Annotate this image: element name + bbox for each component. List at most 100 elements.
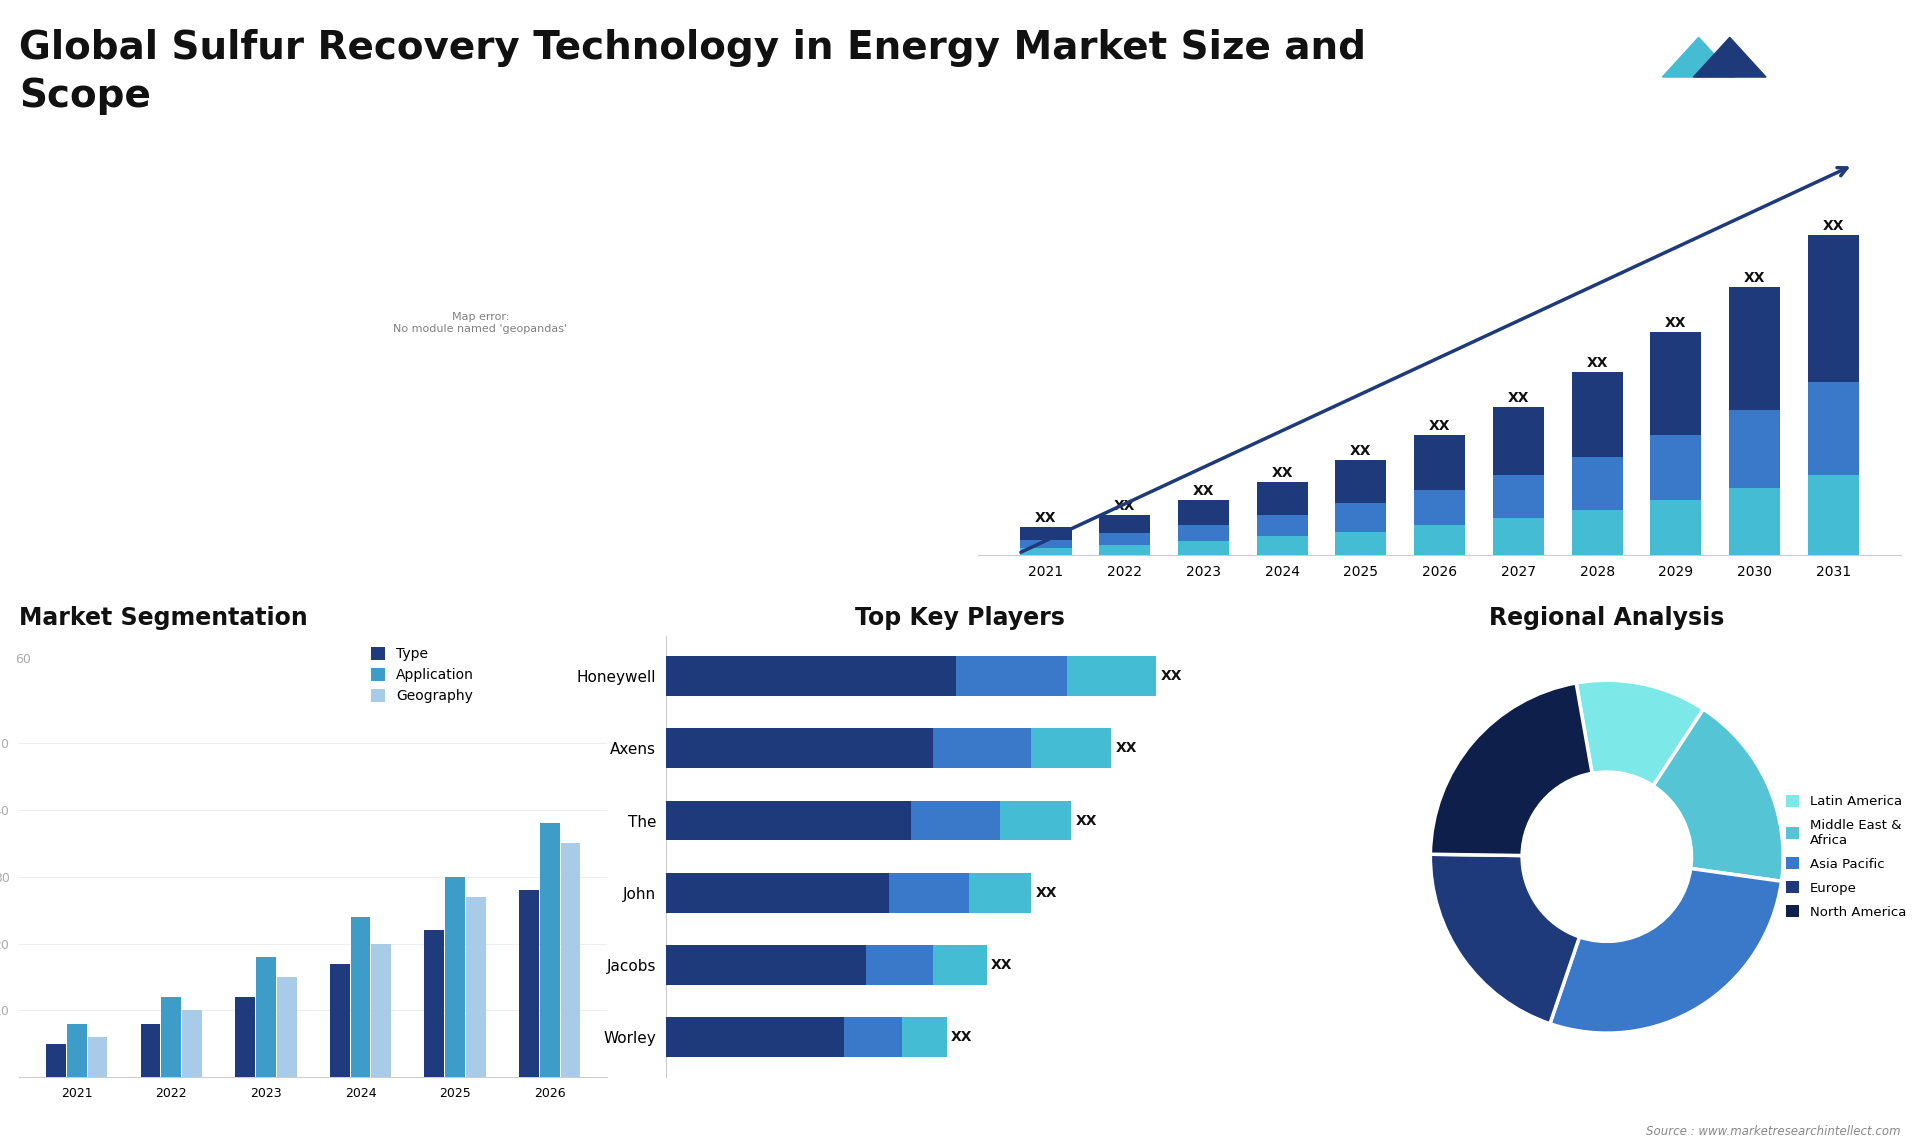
Wedge shape (1576, 681, 1703, 786)
Bar (1492, 474, 1544, 518)
Bar (1256, 481, 1308, 515)
Bar (1177, 525, 1229, 542)
Title: Top Key Players: Top Key Players (854, 606, 1066, 630)
Bar (666, 1018, 845, 1058)
Text: XX: XX (1350, 444, 1371, 458)
Bar (140, 1023, 161, 1077)
Bar (1177, 542, 1229, 555)
Text: XX: XX (950, 1030, 973, 1044)
Bar (1492, 407, 1544, 474)
Polygon shape (1663, 38, 1736, 77)
Bar (467, 897, 486, 1077)
Bar (1020, 548, 1071, 555)
Text: XX: XX (1507, 391, 1528, 405)
Text: XX: XX (1665, 316, 1686, 330)
Bar (1649, 500, 1701, 555)
Bar (866, 945, 933, 984)
Bar (1413, 435, 1465, 490)
Bar (666, 729, 933, 768)
Text: MARKET: MARKET (1784, 52, 1834, 62)
Bar (889, 873, 970, 912)
Text: XX: XX (1116, 741, 1137, 755)
Text: XX: XX (1822, 219, 1843, 234)
Bar (845, 1018, 902, 1058)
Bar (351, 917, 371, 1077)
Text: XX: XX (1075, 814, 1098, 827)
Bar (1068, 657, 1156, 696)
Text: Source : www.marketresearchintellect.com: Source : www.marketresearchintellect.com (1645, 1124, 1901, 1138)
Bar (1492, 518, 1544, 555)
Bar (1098, 544, 1150, 555)
Text: INTELLECT: INTELLECT (1784, 100, 1847, 110)
Text: XX: XX (1743, 270, 1764, 285)
Wedge shape (1430, 683, 1592, 856)
Bar (1809, 474, 1859, 555)
Bar (1020, 540, 1071, 548)
Bar (1334, 503, 1386, 532)
Bar (1000, 801, 1071, 840)
Text: RESEARCH: RESEARCH (1784, 76, 1847, 86)
Bar (371, 943, 392, 1077)
Text: XX: XX (1192, 484, 1213, 497)
Legend: Latin America, Middle East &
Africa, Asia Pacific, Europe, North America: Latin America, Middle East & Africa, Asi… (1782, 790, 1912, 924)
Bar (255, 957, 276, 1077)
Bar (666, 945, 866, 984)
Bar (161, 997, 180, 1077)
Text: XX: XX (1271, 465, 1292, 480)
Bar (518, 890, 540, 1077)
Bar (1334, 532, 1386, 555)
Bar (1730, 410, 1780, 488)
Bar (1649, 435, 1701, 500)
Text: Map error:
No module named 'geopandas': Map error: No module named 'geopandas' (394, 313, 568, 333)
Bar (902, 1018, 947, 1058)
Bar (330, 964, 349, 1077)
Bar (1098, 533, 1150, 544)
Bar (234, 997, 255, 1077)
Bar (1809, 235, 1859, 382)
Bar (1031, 729, 1112, 768)
Bar (1256, 515, 1308, 536)
Bar (424, 931, 444, 1077)
Bar (666, 657, 956, 696)
Title: Regional Analysis: Regional Analysis (1490, 606, 1724, 630)
Bar (1413, 525, 1465, 555)
Text: XX: XX (1428, 419, 1450, 433)
Bar (956, 657, 1068, 696)
Bar (182, 1011, 202, 1077)
Bar (1098, 515, 1150, 533)
Wedge shape (1653, 709, 1784, 881)
Bar (1809, 382, 1859, 474)
Bar (67, 1023, 86, 1077)
Bar (666, 801, 910, 840)
Text: XX: XX (1114, 499, 1135, 513)
Bar (1177, 500, 1229, 525)
Bar (910, 801, 1000, 840)
Bar (1334, 460, 1386, 503)
Bar (561, 843, 580, 1077)
Text: XX: XX (991, 958, 1012, 972)
Text: Global Sulfur Recovery Technology in Energy Market Size and
Scope: Global Sulfur Recovery Technology in Ene… (19, 29, 1367, 115)
Bar (1571, 371, 1622, 456)
Bar (1413, 490, 1465, 525)
Text: Market Segmentation: Market Segmentation (19, 606, 307, 630)
Wedge shape (1430, 854, 1580, 1023)
Bar (1020, 526, 1071, 540)
Text: XX: XX (1160, 669, 1183, 683)
Text: XX: XX (1035, 886, 1058, 900)
Bar (933, 729, 1031, 768)
Bar (1571, 510, 1622, 555)
Polygon shape (1693, 38, 1766, 77)
Bar (1730, 488, 1780, 555)
Bar (1649, 332, 1701, 435)
Text: 60: 60 (15, 653, 31, 666)
Bar (1730, 286, 1780, 410)
Text: XX: XX (1586, 355, 1607, 370)
Bar (276, 978, 296, 1077)
Wedge shape (1549, 869, 1782, 1034)
Bar (46, 1044, 65, 1077)
Legend: Type, Application, Geography: Type, Application, Geography (367, 643, 478, 707)
Text: XX: XX (1035, 510, 1056, 525)
Bar (970, 873, 1031, 912)
Bar (1571, 456, 1622, 510)
Bar (88, 1037, 108, 1077)
